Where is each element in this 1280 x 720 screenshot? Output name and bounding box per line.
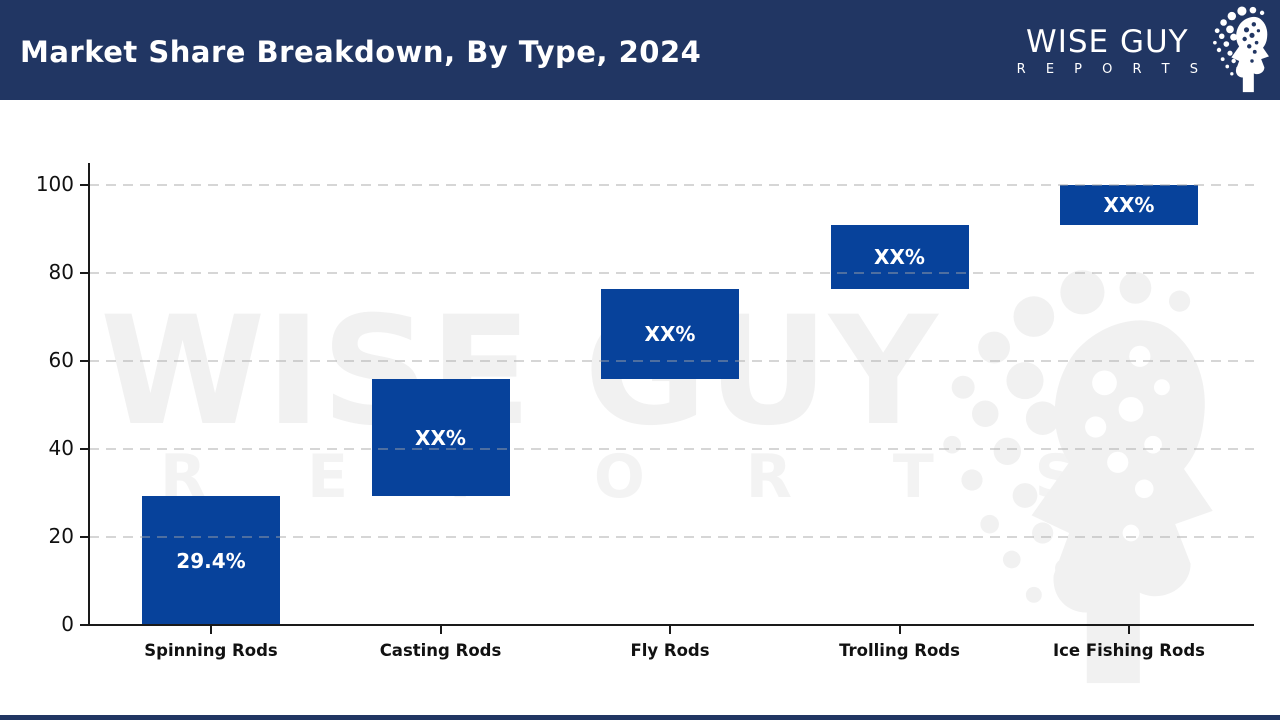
x-tick-4 <box>898 626 901 634</box>
x-tick-5 <box>1128 626 1130 634</box>
x-category-label: Spinning Rods <box>144 641 278 660</box>
x-category-label: Trolling Rods <box>839 641 960 660</box>
y-axis-spine <box>88 163 90 626</box>
x-tick-2 <box>439 626 442 634</box>
x-category-label: Fly Rods <box>630 641 710 660</box>
gridline-60 <box>89 360 1254 362</box>
bar-fly-rods: XX% <box>601 289 739 379</box>
footer-bar <box>0 715 1280 720</box>
bar-value-label: XX% <box>644 322 696 346</box>
logo-wordmark: WISE GUY <box>1026 23 1189 60</box>
bar-trolling-rods: XX% <box>830 225 969 289</box>
bar-casting-rods: XX% <box>371 379 510 496</box>
watermark-wordmark: WISE GUY <box>100 285 938 459</box>
y-tick-label-100: 100 <box>35 172 74 196</box>
y-tick-80 <box>80 272 88 274</box>
y-tick-label-20: 20 <box>48 524 74 548</box>
header: Market Share Breakdown, By Type, 2024 WI… <box>0 0 1280 100</box>
gridline-20 <box>89 536 1254 538</box>
gridline-40 <box>89 448 1254 450</box>
bar-value-label: XX% <box>1103 193 1155 217</box>
x-tick-1 <box>210 626 212 634</box>
gridline-80 <box>89 272 1254 274</box>
x-category-label: Ice Fishing Rods <box>1053 641 1205 660</box>
y-tick-label-80: 80 <box>48 260 74 284</box>
bar-value-label: XX% <box>874 245 925 269</box>
y-tick-0 <box>80 624 88 626</box>
y-tick-label-60: 60 <box>48 348 74 372</box>
logo-subtitle: R E P O R T S <box>1016 61 1206 77</box>
bar-ice-fishing-rods: XX% <box>1060 185 1198 225</box>
x-category-label: Casting Rods <box>379 641 502 660</box>
y-tick-label-40: 40 <box>48 436 74 460</box>
wise-guy-logo: WISE GUY R E P O R T S <box>1009 6 1272 94</box>
page-title: Market Share Breakdown, By Type, 2024 <box>20 35 702 69</box>
y-tick-label-0: 0 <box>61 612 74 636</box>
y-tick-60 <box>80 360 88 362</box>
y-tick-20 <box>80 536 88 538</box>
logo-text: WISE GUY R E P O R T S <box>1009 24 1206 77</box>
bar-spinning-rods: 29.4% <box>142 496 280 625</box>
x-tick-3 <box>669 626 671 634</box>
chart-area: WISE GUY R E P O R T S 29.4% XX% XX% XX% XX%… <box>0 100 1280 715</box>
bar-value-label: XX% <box>415 425 466 450</box>
x-axis-spine <box>88 624 1254 626</box>
y-tick-40 <box>80 448 88 450</box>
gridline-100 <box>89 184 1254 186</box>
y-tick-100 <box>80 184 88 186</box>
bar-value-label: 29.4% <box>176 548 246 573</box>
